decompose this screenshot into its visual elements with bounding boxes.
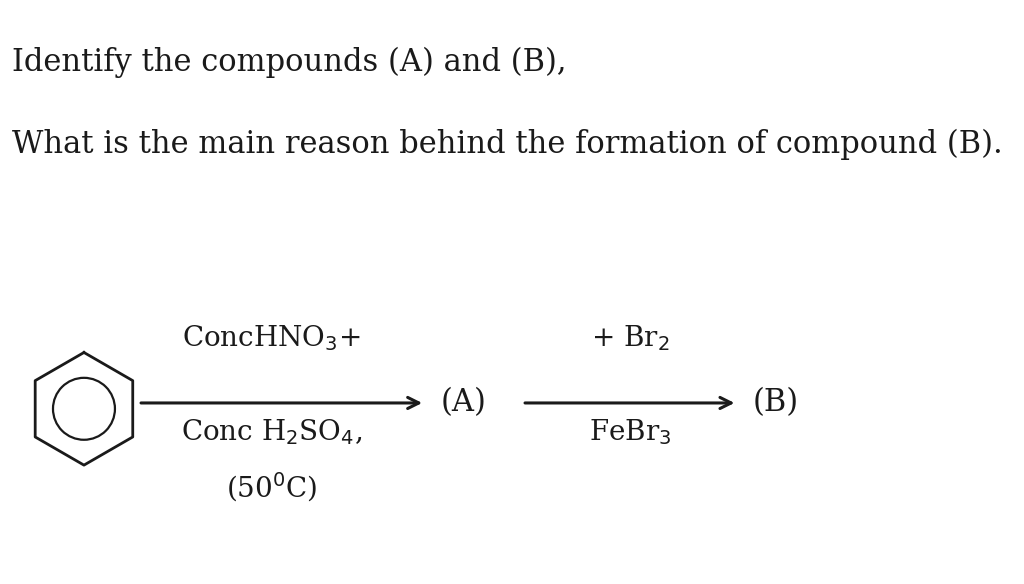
Text: What is the main reason behind the formation of compound (B).: What is the main reason behind the forma…: [12, 128, 1004, 159]
Text: (50$^0$C): (50$^0$C): [225, 470, 317, 504]
Text: Identify the compounds (A) and (B),: Identify the compounds (A) and (B),: [12, 47, 567, 78]
Text: (A): (A): [440, 387, 486, 419]
Text: (B): (B): [753, 387, 799, 419]
Text: Conc H$_2$SO$_4$,: Conc H$_2$SO$_4$,: [181, 418, 361, 447]
Text: + Br$_2$: + Br$_2$: [591, 324, 669, 353]
Text: FeBr$_3$: FeBr$_3$: [589, 418, 671, 447]
Text: ConcHNO$_3$+: ConcHNO$_3$+: [182, 324, 360, 353]
